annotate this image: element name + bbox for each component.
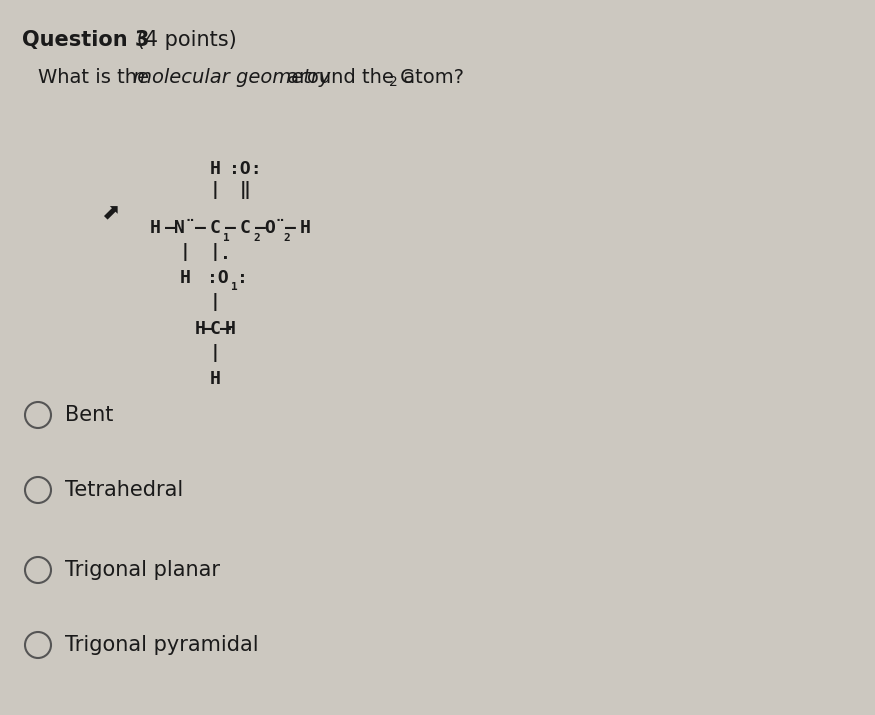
Text: H: H — [194, 320, 206, 337]
Text: |: | — [179, 243, 191, 261]
Text: Trigonal planar: Trigonal planar — [65, 560, 220, 580]
Text: atom?: atom? — [397, 68, 464, 87]
Text: 2: 2 — [283, 233, 290, 243]
Text: –: – — [225, 219, 235, 237]
Text: H: H — [225, 320, 235, 337]
Text: –: – — [164, 219, 175, 237]
Text: .: . — [220, 245, 231, 263]
Text: :O: :O — [207, 270, 228, 287]
Text: :: : — [237, 270, 248, 287]
Text: –: – — [220, 320, 231, 337]
Text: –: – — [255, 219, 265, 237]
Text: What is the: What is the — [38, 68, 155, 87]
Text: H: H — [210, 160, 220, 178]
Text: |: | — [210, 344, 220, 362]
Text: N̈: N̈ — [174, 219, 196, 237]
Text: (4 points): (4 points) — [130, 30, 237, 50]
Text: 1: 1 — [231, 282, 238, 292]
Text: –: – — [194, 219, 206, 237]
Text: C: C — [210, 320, 220, 337]
Text: around the C: around the C — [281, 68, 414, 87]
Text: |: | — [210, 181, 220, 199]
Text: Tetrahedral: Tetrahedral — [65, 480, 183, 500]
Text: Bent: Bent — [65, 405, 114, 425]
Text: 1: 1 — [223, 233, 230, 243]
Text: molecular geometry: molecular geometry — [133, 68, 331, 87]
Text: :O:: :O: — [228, 160, 262, 178]
Text: 2: 2 — [389, 75, 398, 89]
Text: Ö: Ö — [264, 219, 286, 237]
Text: C: C — [240, 219, 250, 237]
Text: Question 3: Question 3 — [22, 30, 150, 50]
Text: –: – — [284, 219, 296, 237]
Text: C: C — [210, 219, 220, 237]
Text: H: H — [179, 270, 191, 287]
Text: H: H — [150, 219, 160, 237]
Text: ‖: ‖ — [240, 181, 250, 199]
Text: H: H — [299, 219, 311, 237]
Text: –: – — [202, 320, 213, 337]
Text: Trigonal pyramidal: Trigonal pyramidal — [65, 635, 259, 655]
Text: |: | — [210, 243, 220, 261]
Text: 2: 2 — [253, 233, 260, 243]
Text: |: | — [210, 293, 220, 311]
Text: ⬈: ⬈ — [101, 203, 119, 223]
Text: H: H — [210, 370, 220, 388]
